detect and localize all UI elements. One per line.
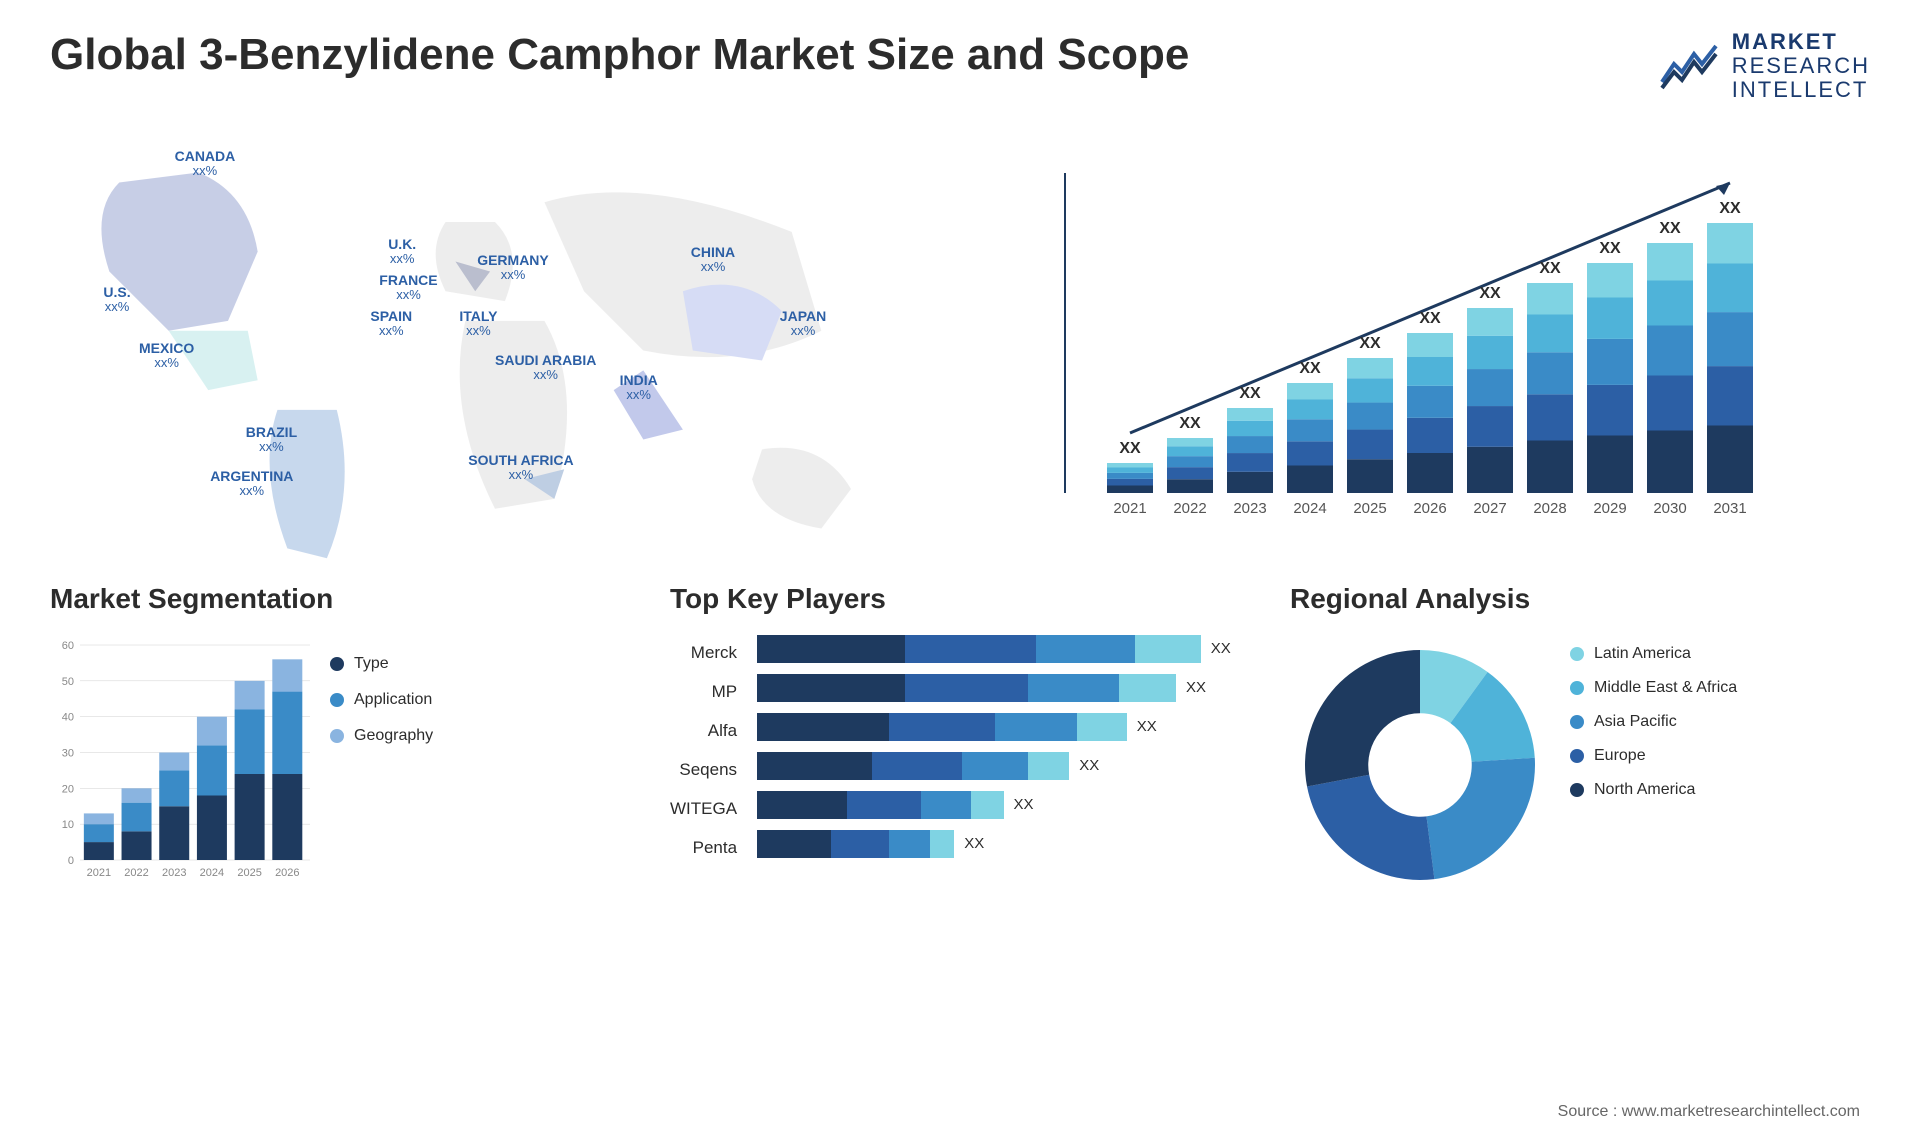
map-label-us: U.S.xx% [103, 285, 130, 315]
player-name-seqens: Seqens [670, 756, 737, 784]
svg-text:XX: XX [1719, 200, 1741, 217]
svg-text:2025: 2025 [237, 867, 261, 879]
map-label-southafrica: SOUTH AFRICAxx% [468, 453, 573, 483]
segmentation-legend-type: Type [330, 655, 433, 673]
players-bars: XX XX XX XX XX XX [757, 635, 1250, 869]
regional-title: Regional Analysis [1290, 583, 1870, 615]
player-row: XX [757, 713, 1250, 741]
logo-text-2: RESEARCH [1732, 54, 1870, 78]
player-name-alfa: Alfa [670, 717, 737, 745]
svg-text:XX: XX [1419, 310, 1441, 327]
regional-legend-europe: Europe [1570, 747, 1737, 765]
player-row: XX [757, 752, 1250, 780]
player-row: XX [757, 791, 1250, 819]
svg-text:2023: 2023 [162, 867, 186, 879]
svg-text:XX: XX [1479, 285, 1501, 302]
map-label-germany: GERMANYxx% [477, 253, 549, 283]
svg-text:2030: 2030 [1653, 500, 1686, 517]
player-row: XX [757, 674, 1250, 702]
logo-text-3: INTELLECT [1732, 78, 1870, 102]
svg-text:2027: 2027 [1473, 500, 1506, 517]
svg-text:50: 50 [62, 675, 74, 687]
svg-text:2022: 2022 [1173, 500, 1206, 517]
regional-legend-asia-pacific: Asia Pacific [1570, 713, 1737, 731]
segmentation-legend-geography: Geography [330, 727, 433, 745]
svg-text:60: 60 [62, 640, 74, 652]
svg-text:XX: XX [1299, 360, 1321, 377]
logo-text-1: MARKET [1732, 30, 1870, 54]
svg-text:XX: XX [1599, 240, 1621, 257]
player-name-mp: MP [670, 678, 737, 706]
map-label-saudiarabia: SAUDI ARABIAxx% [495, 353, 596, 383]
regional-legend-latin-america: Latin America [1570, 645, 1737, 663]
svg-text:2028: 2028 [1533, 500, 1566, 517]
logo: MARKET RESEARCH INTELLECT [1660, 30, 1870, 103]
player-name-merck: Merck [670, 639, 737, 667]
svg-text:2021: 2021 [1113, 500, 1146, 517]
svg-text:2023: 2023 [1233, 500, 1266, 517]
players-title: Top Key Players [670, 583, 1250, 615]
map-label-china: CHINAxx% [691, 245, 735, 275]
svg-text:20: 20 [62, 783, 74, 795]
svg-text:XX: XX [1359, 335, 1381, 352]
players-panel: Top Key Players Merck MP Alfa Seqens WITEGA P… [670, 583, 1250, 903]
svg-text:40: 40 [62, 711, 74, 723]
player-row: XX [757, 830, 1250, 858]
svg-text:2024: 2024 [1293, 500, 1326, 517]
svg-text:XX: XX [1179, 415, 1201, 432]
map-label-spain: SPAINxx% [370, 309, 412, 339]
map-label-argentina: ARGENTINAxx% [210, 469, 293, 499]
regional-legend: Latin America Middle East & Africa Asia Pa… [1570, 635, 1737, 903]
svg-text:30: 30 [62, 747, 74, 759]
segmentation-legend: Type Application Geography [330, 635, 433, 903]
map-label-france: FRANCExx% [379, 273, 437, 303]
segmentation-title: Market Segmentation [50, 583, 630, 615]
svg-text:10: 10 [62, 819, 74, 831]
map-label-canada: CANADAxx% [175, 149, 236, 179]
regional-panel: Regional Analysis Latin America Middle Ea… [1290, 583, 1870, 903]
svg-text:2026: 2026 [1413, 500, 1446, 517]
svg-text:2021: 2021 [87, 867, 111, 879]
segmentation-chart: 0 10 20 30 40 50 60 2021 2022 2023 2024 2025 2026 [50, 635, 310, 885]
world-map: CANADAxx% U.S.xx% MEXICOxx% BRAZILxx% ARGENT… [50, 133, 940, 533]
segmentation-panel: Market Segmentation 0 10 20 30 40 50 60 2021 202… [50, 583, 630, 903]
regional-legend-north-america: North America [1570, 781, 1737, 799]
svg-text:XX: XX [1659, 220, 1681, 237]
map-label-uk: U.K.xx% [388, 237, 416, 267]
source-text: Source : www.marketresearchintellect.com [1558, 1103, 1860, 1121]
players-labels: Merck MP Alfa Seqens WITEGA Penta [670, 635, 737, 869]
svg-text:XX: XX [1539, 260, 1561, 277]
segmentation-legend-application: Application [330, 691, 433, 709]
svg-text:2029: 2029 [1593, 500, 1626, 517]
svg-text:2026: 2026 [275, 867, 299, 879]
svg-text:XX: XX [1239, 385, 1261, 402]
svg-text:0: 0 [68, 855, 74, 867]
svg-text:2025: 2025 [1353, 500, 1386, 517]
growth-chart: 2021 XX 2022 XX 2023 XX 2024 XX 2025 XX 2026 XX 2027… [980, 133, 1870, 533]
svg-text:2022: 2022 [124, 867, 148, 879]
player-name-witega: WITEGA [670, 795, 737, 823]
map-label-india: INDIAxx% [620, 373, 658, 403]
map-label-brazil: BRAZILxx% [246, 425, 297, 455]
regional-legend-middle-east---africa: Middle East & Africa [1570, 679, 1737, 697]
donut-chart [1290, 635, 1550, 895]
map-label-italy: ITALYxx% [459, 309, 497, 339]
map-label-japan: JAPANxx% [780, 309, 826, 339]
svg-text:2031: 2031 [1713, 500, 1746, 517]
map-label-mexico: MEXICOxx% [139, 341, 194, 371]
logo-icon [1660, 42, 1720, 90]
player-row: XX [757, 635, 1250, 663]
player-name-penta: Penta [670, 834, 737, 862]
svg-text:XX: XX [1119, 440, 1141, 457]
svg-text:2024: 2024 [200, 867, 224, 879]
page-title: Global 3-Benzylidene Camphor Market Size… [50, 30, 1189, 80]
